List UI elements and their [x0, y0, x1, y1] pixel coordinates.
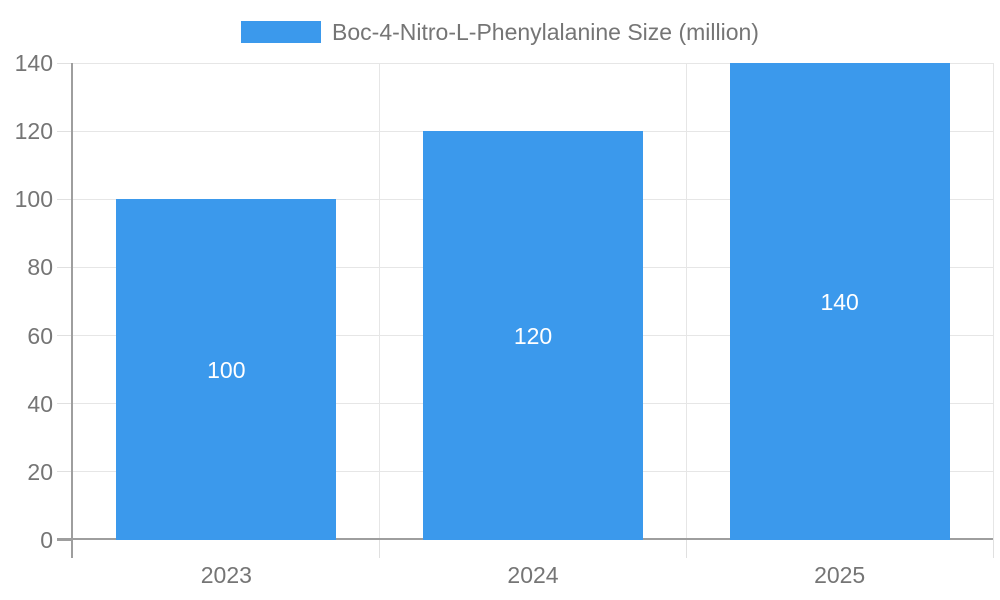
- bar[interactable]: 100: [116, 199, 337, 540]
- y-axis-label: 20: [27, 458, 53, 485]
- legend[interactable]: Boc-4-Nitro-L-Phenylalanine Size (millio…: [0, 18, 1000, 46]
- y-tick: [57, 539, 73, 541]
- y-axis-label: 40: [27, 390, 53, 417]
- x-tick: [379, 540, 381, 558]
- x-axis-label: 2025: [814, 562, 866, 588]
- x-gridline: [992, 63, 994, 540]
- x-gridline: [379, 63, 381, 540]
- bar[interactable]: 120: [423, 131, 643, 540]
- y-axis-label: 100: [14, 186, 53, 213]
- y-axis-label: 80: [27, 254, 53, 281]
- bar-value-label: 140: [820, 288, 859, 315]
- y-axis-label: 120: [14, 118, 53, 145]
- y-axis-label: 60: [27, 322, 53, 349]
- x-gridline: [685, 63, 687, 540]
- x-axis-label: 2024: [507, 562, 559, 588]
- y-tick: [57, 198, 73, 200]
- legend-label: Boc-4-Nitro-L-Phenylalanine Size (millio…: [332, 19, 759, 45]
- y-axis-label: 0: [40, 527, 53, 553]
- y-tick: [57, 335, 73, 337]
- bar-value-label: 100: [207, 356, 246, 383]
- y-gridline: [73, 62, 993, 64]
- bar-value-label: 120: [513, 322, 553, 349]
- y-axis-line: [71, 63, 73, 558]
- x-tick: [992, 540, 994, 558]
- y-tick: [57, 266, 73, 268]
- x-tick: [685, 540, 687, 558]
- x-axis-label: 2023: [200, 562, 252, 588]
- y-tick: [57, 62, 73, 64]
- bar[interactable]: 140: [729, 63, 950, 540]
- y-axis-label: 140: [14, 50, 53, 76]
- legend-swatch-icon: [241, 21, 322, 43]
- y-tick: [57, 403, 73, 405]
- y-tick: [57, 471, 73, 473]
- y-tick: [57, 130, 73, 132]
